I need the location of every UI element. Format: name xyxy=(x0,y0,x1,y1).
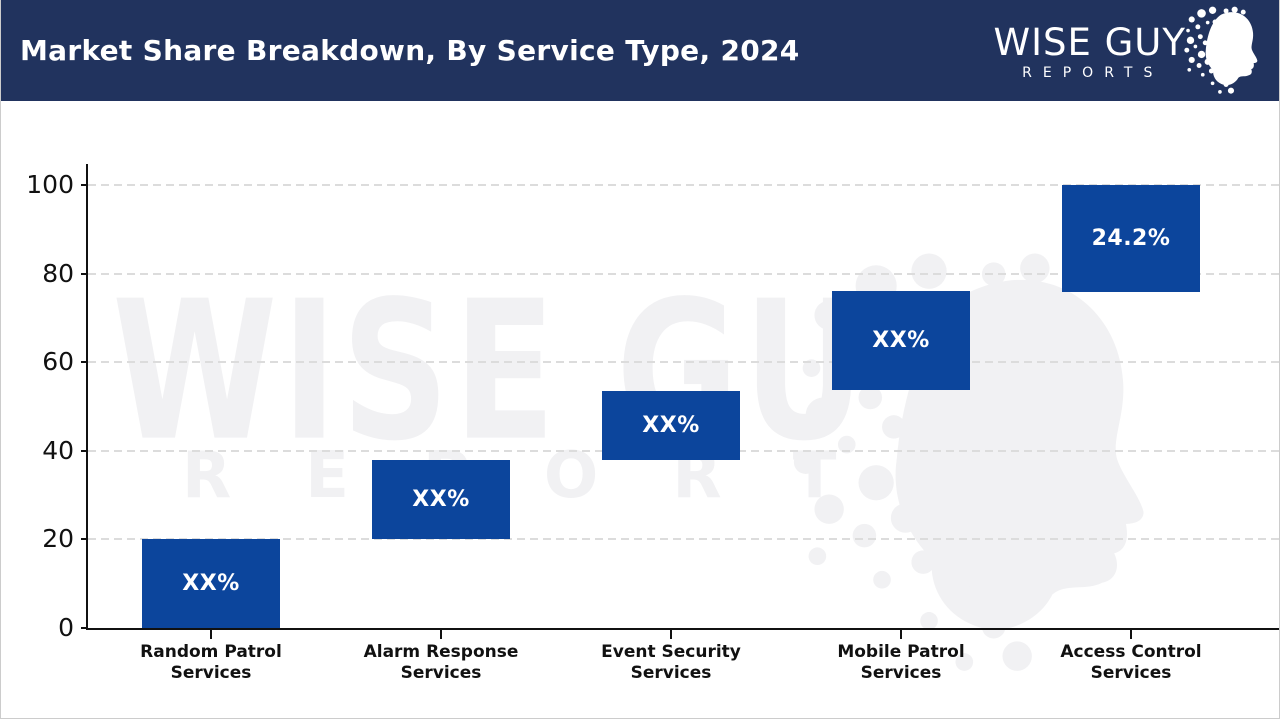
y-tick-label: 60 xyxy=(42,347,74,377)
x-axis-line xyxy=(86,628,1280,630)
chart-area: WISE GUY REPORTS 0 20 40 60 80 100 XX% XX% XX% XX… xyxy=(0,101,1280,720)
y-axis-tick xyxy=(81,627,88,629)
x-axis-tick xyxy=(670,630,672,639)
y-axis-line xyxy=(86,163,88,628)
y-axis-tick xyxy=(81,449,88,452)
x-category-label: Alarm Response Services xyxy=(363,642,519,684)
x-axis-tick xyxy=(1130,630,1132,639)
gridline xyxy=(88,538,1280,541)
x-axis-tick xyxy=(440,630,442,639)
gridline xyxy=(88,184,1280,186)
y-tick-label: 0 xyxy=(58,613,74,642)
y-axis-tick xyxy=(81,538,88,541)
x-category-label: Mobile Patrol Services xyxy=(837,642,965,684)
header-bar: Market Share Breakdown, By Service Type,… xyxy=(0,0,1280,101)
x-category-label: Random Patrol Services xyxy=(140,642,282,684)
bar-value-label: XX% xyxy=(642,413,700,439)
bar: XX% xyxy=(372,459,510,540)
y-axis-tick xyxy=(81,272,88,275)
bar: 24.2% xyxy=(1062,185,1200,293)
y-axis-tick xyxy=(81,184,88,186)
x-axis-tick xyxy=(210,630,212,639)
x-category-label: Event Security Services xyxy=(601,642,741,684)
bar-value-label: XX% xyxy=(412,487,470,513)
brand-subtitle: REPORTS xyxy=(1022,65,1164,81)
x-axis-tick xyxy=(900,630,902,639)
bar: XX% xyxy=(832,291,970,390)
bar-value-label: XX% xyxy=(182,571,240,597)
gridline xyxy=(88,272,1280,275)
y-axis-tick xyxy=(81,361,88,364)
brand-name: WISE GUY xyxy=(993,21,1186,64)
brand-logo: WISE GUY REPORTS xyxy=(994,6,1266,98)
page-title: Market Share Breakdown, By Service Type,… xyxy=(20,34,800,67)
x-category-label: Access Control Services xyxy=(1060,642,1202,684)
brand-logo-text: WISE GUY REPORTS xyxy=(994,24,1186,80)
bar: XX% xyxy=(142,539,280,628)
y-tick-label: 100 xyxy=(26,170,74,199)
y-tick-label: 40 xyxy=(42,435,74,465)
bar: XX% xyxy=(602,391,740,460)
y-tick-label: 20 xyxy=(42,524,74,554)
brand-face-icon xyxy=(1184,6,1258,94)
y-tick-label: 80 xyxy=(42,258,74,288)
bar-value-label: XX% xyxy=(872,328,930,353)
gridline xyxy=(88,361,1280,364)
bar-value-label: 24.2% xyxy=(1091,226,1171,252)
